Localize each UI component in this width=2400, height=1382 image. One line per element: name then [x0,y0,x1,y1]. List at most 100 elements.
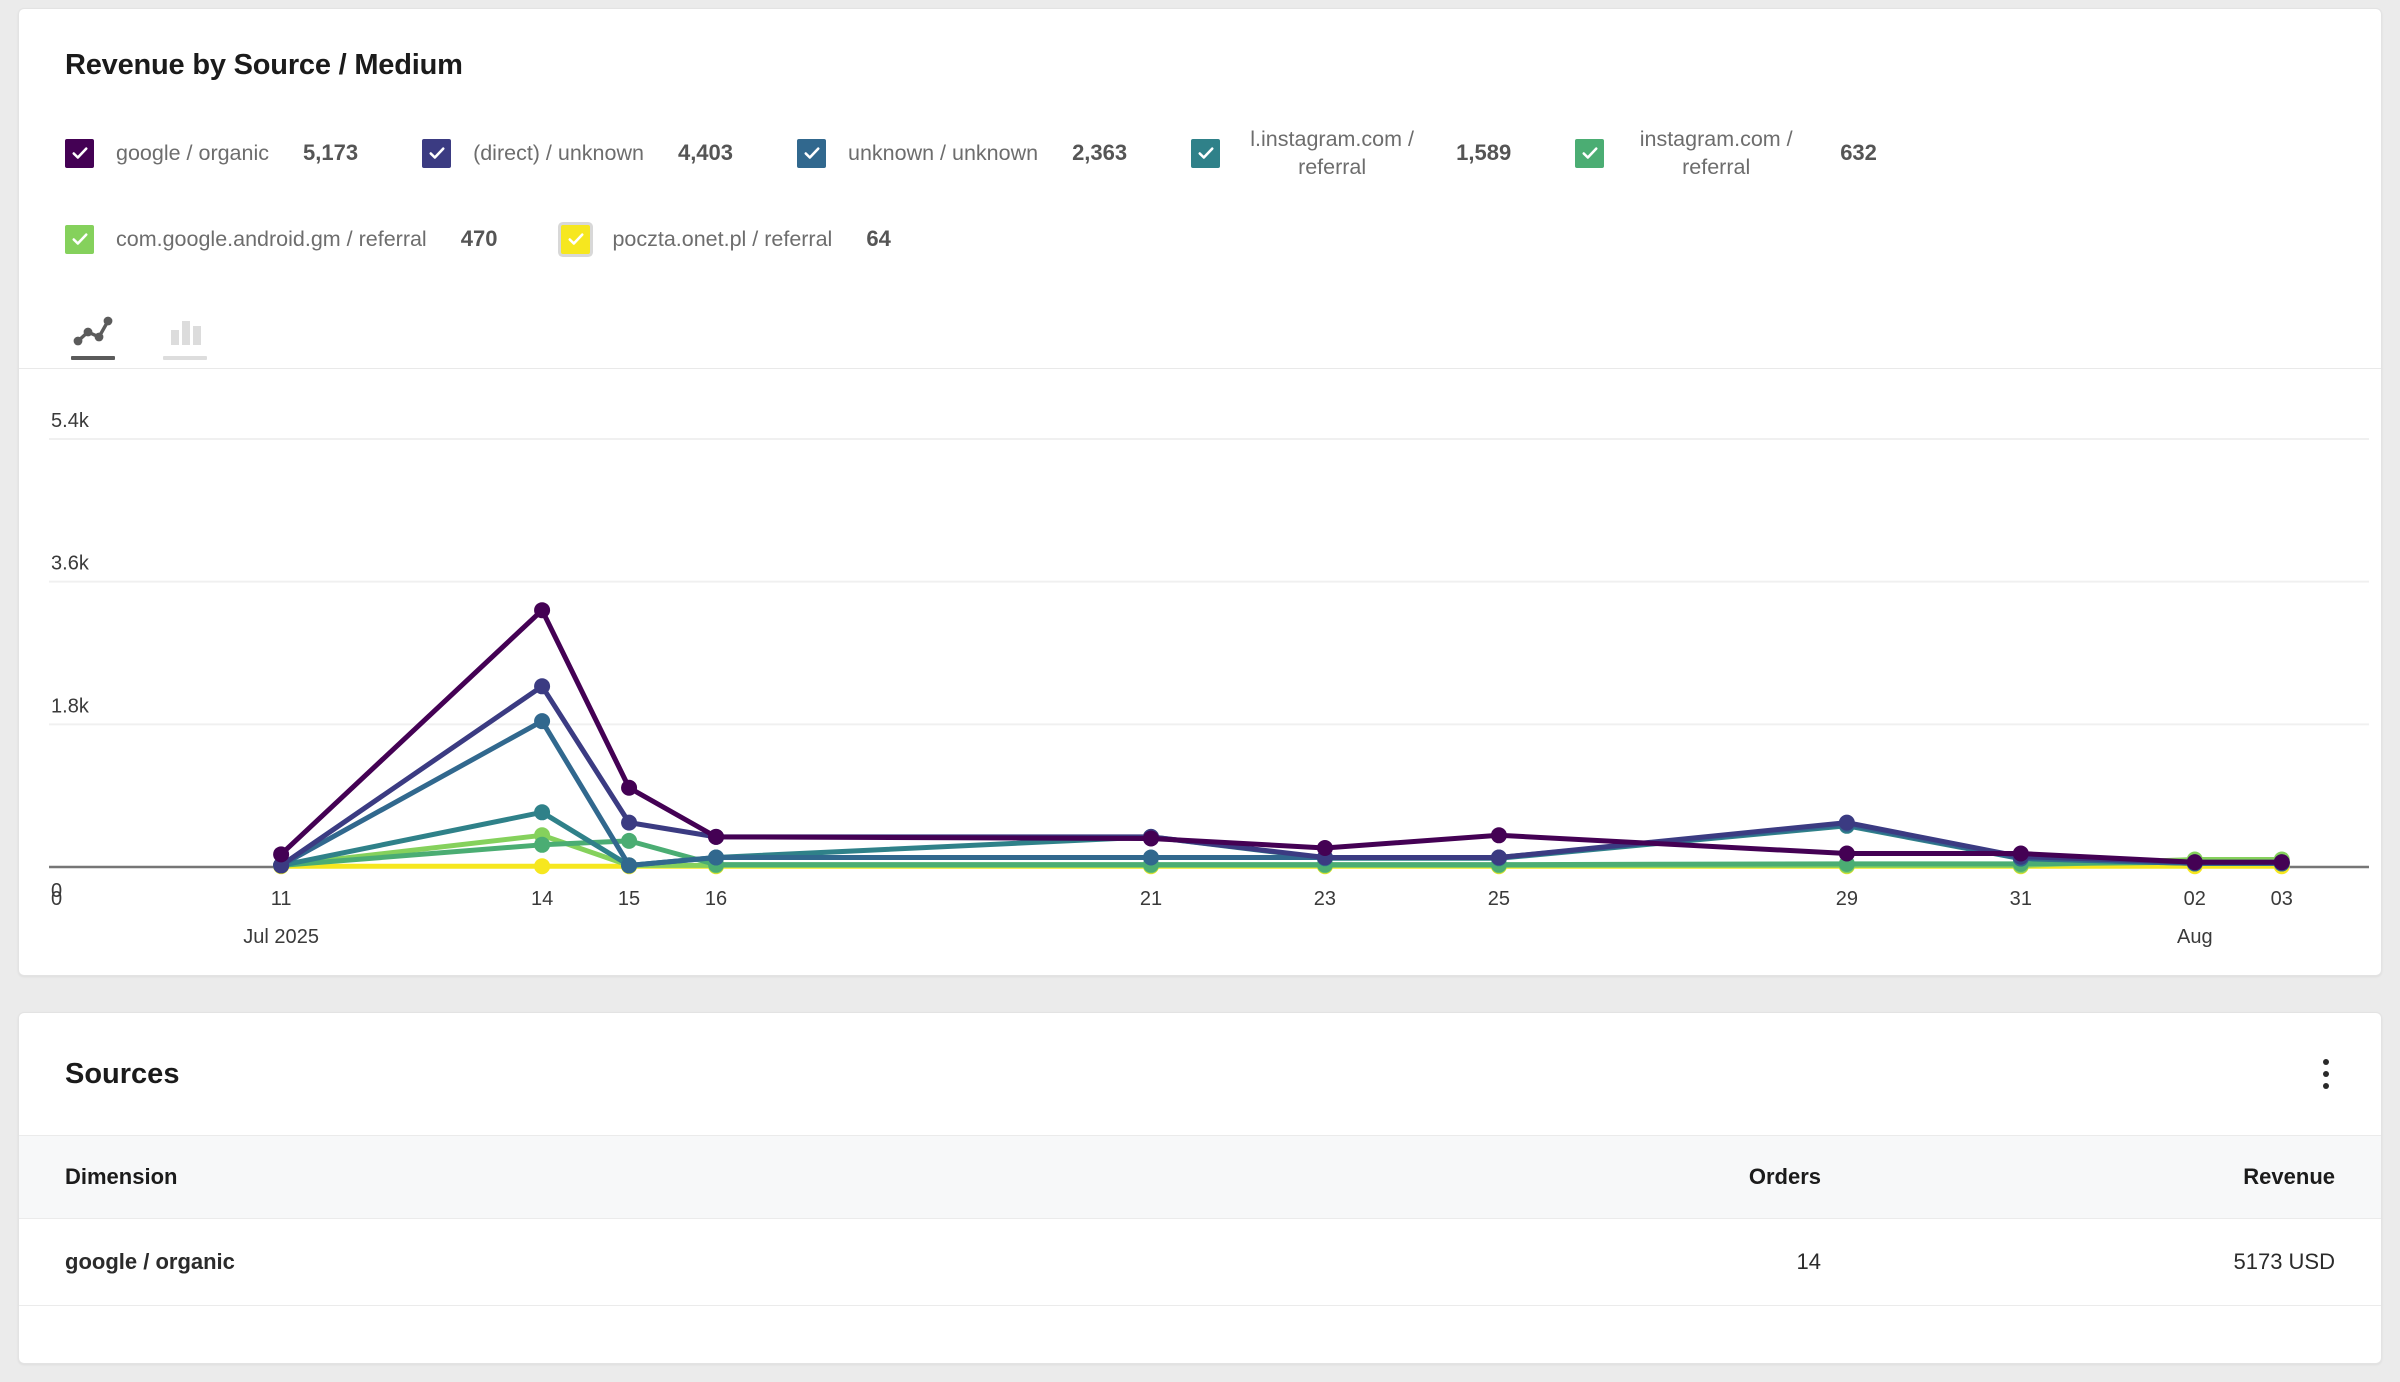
check-icon [429,147,445,159]
sources-table: Dimension Orders Revenue google / organi… [19,1135,2381,1363]
revenue-chart-card: Revenue by Source / Medium google / orga… [18,8,2382,976]
chart-data-point[interactable] [1838,845,1855,862]
line-chart-svg[interactable]: 0 1.8k 3.6k 5.4k 11 14 15 16 21 23 25 29 31 02 03 0 Jul … [19,369,2381,959]
chart-data-point[interactable] [534,602,551,619]
column-header-dimension[interactable]: Dimension [65,1164,178,1189]
dashboard-page: Revenue by Source / Medium google / orga… [0,8,2400,1382]
legend-label: (direct) / unknown [473,140,644,165]
check-icon [803,147,820,159]
legend-checkbox[interactable] [561,224,591,254]
chart-data-point[interactable] [621,779,638,796]
chart-data-point[interactable] [1490,827,1507,844]
chart-data-point[interactable] [273,846,290,863]
legend-item[interactable]: unknown / unknown 2,363 [797,110,1127,196]
check-icon [1198,147,1214,159]
legend-item[interactable]: google / organic 5,173 [65,110,358,196]
legend-label: l.instagram.com / referral [1250,126,1414,179]
chart-data-point[interactable] [273,857,290,874]
y-axis-tick-label: 5.4k [51,410,90,432]
cell-revenue [1961,1305,2381,1363]
legend-value: 2,363 [1072,140,1128,165]
cell-orders [1631,1305,1961,1363]
x-axis-month-label: Aug [2177,926,2213,948]
legend-checkbox[interactable] [1575,138,1605,168]
x-axis-tick-label: 03 [2271,888,2293,910]
legend-checkbox[interactable] [1191,138,1221,168]
legend-label: unknown / unknown [848,140,1039,165]
x-axis-tick-label: 25 [1488,888,1510,910]
chart-series-line[interactable] [278,607,2285,865]
legend-item[interactable]: instagram.com / referral 632 [1575,110,1877,196]
bar-chart-icon [171,321,201,345]
legend-checkbox[interactable] [797,138,827,168]
x-axis-tick-label: 14 [531,888,553,910]
y-axis-tick-label: 0 [51,880,62,902]
legend-item[interactable]: l.instagram.com / referral 1,589 [1191,110,1511,196]
sources-table-header: Dimension Orders Revenue [19,1135,2381,1219]
chart-data-point[interactable] [621,814,638,831]
column-header-revenue[interactable]: Revenue [2243,1164,2335,1189]
line-chart-active-underline [71,356,115,360]
x-axis-tick-label: 21 [1140,888,1162,910]
toolbar-divider [19,368,2381,369]
legend-label: com.google.android.gm / referral [116,226,427,251]
bar-chart-inactive-underline [163,356,207,360]
chart-data-point[interactable] [534,713,551,730]
legend-label: instagram.com / referral [1639,126,1793,179]
y-axis-tick-label: 1.8k [51,695,90,717]
x-axis-tick-label: 11 [271,888,292,910]
legend-item[interactable]: (direct) / unknown 4,403 [422,110,733,196]
chart-data-point[interactable] [621,832,638,849]
chart-data-point[interactable] [621,857,638,874]
x-axis-tick-label: 31 [2010,888,2032,910]
legend-checkbox[interactable] [65,138,94,168]
table-row[interactable]: google / organic 14 5173 USD [19,1218,2381,1306]
table-row[interactable] [19,1305,2381,1363]
chart-data-point[interactable] [534,804,551,821]
sources-table-body: google / organic 14 5173 USD [19,1218,2381,1363]
kebab-menu-icon[interactable] [2317,1053,2335,1095]
chart-type-toggle[interactable] [19,282,2381,360]
chart-data-point[interactable] [708,828,725,845]
column-header-orders[interactable]: Orders [1748,1164,1821,1189]
cell-revenue: 5173 USD [1961,1218,2381,1306]
x-axis-month-label: Jul 2025 [243,926,319,948]
chart-data-point[interactable] [1142,830,1159,847]
cell-dimension [19,1305,1631,1363]
chart-data-point[interactable] [1142,849,1159,866]
chart-data-point[interactable] [1490,849,1507,866]
legend-value: 4,403 [677,140,734,165]
check-icon [71,233,88,245]
x-axis-tick-label: 16 [705,888,727,910]
legend-item[interactable]: poczta.onet.pl / referral 64 [561,196,891,282]
chart-data-point[interactable] [2273,854,2290,871]
legend-label: poczta.onet.pl / referral [612,226,833,251]
line-chart-toggle-button[interactable] [71,314,115,360]
chart-data-point[interactable] [534,858,551,875]
chart-data-point[interactable] [2186,854,2203,871]
chart-data-point[interactable] [1316,839,1333,856]
chart-legend: google / organic 5,173 (direct) / unknown 4… [19,82,2381,282]
cell-orders: 14 [1631,1218,1961,1306]
line-chart-icon [73,316,113,346]
chart-data-point[interactable] [1838,814,1855,831]
chart-data-point[interactable] [534,678,551,695]
chart-data-point[interactable] [534,836,551,853]
legend-checkbox[interactable] [422,138,452,168]
bar-chart-toggle-button[interactable] [163,314,207,360]
legend-item[interactable]: com.google.android.gm / referral 470 [65,196,497,282]
table-header-row: Dimension Orders Revenue [19,1135,2381,1219]
legend-checkbox[interactable] [65,224,94,254]
x-axis-tick-label: 29 [1836,888,1858,910]
chart-plot-area: 0 1.8k 3.6k 5.4k 11 14 15 16 21 23 25 29 31 02 03 0 Jul … [19,369,2381,959]
legend-value: 64 [866,226,891,251]
check-icon [1582,147,1598,159]
chart-data-point[interactable] [2012,845,2029,862]
check-icon [568,233,584,245]
sources-card: Sources Dimension Orders Revenue google … [18,1012,2382,1364]
chart-data-point[interactable] [708,849,725,866]
page-title: Revenue by Source / Medium [65,49,463,81]
check-icon [71,147,88,159]
x-axis-tick-label: 15 [618,888,640,910]
cell-dimension: google / organic [19,1218,1631,1306]
